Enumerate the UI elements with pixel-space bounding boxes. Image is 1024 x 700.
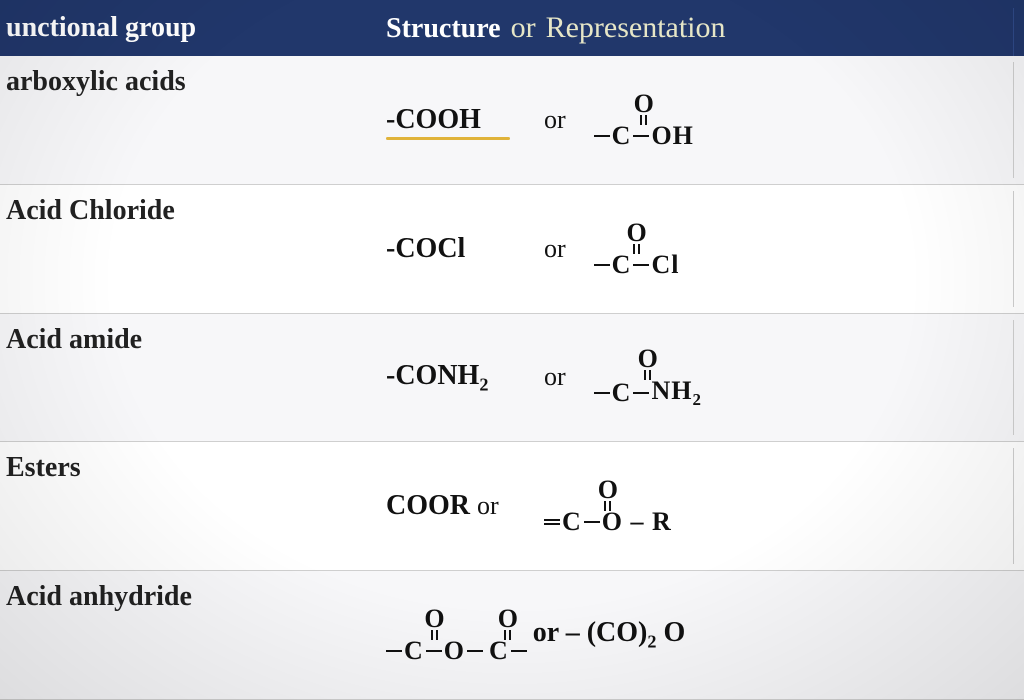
double-bond xyxy=(633,244,640,252)
condensed-formula: -COOH xyxy=(386,104,516,136)
skeletal-formula: O CO – R xyxy=(544,477,672,535)
condensed-formula: -CONH2 xyxy=(386,360,516,396)
condensed-formula: -COCl xyxy=(386,233,516,265)
row-right-separator xyxy=(1013,448,1014,564)
oxygen-top: O xyxy=(634,91,654,117)
fg-name: Esters xyxy=(0,442,386,484)
fg-name: Acid Chloride xyxy=(0,185,386,227)
double-bond xyxy=(431,630,438,638)
fg-structure: -COOH or O COH xyxy=(386,91,1024,149)
skeletal-formula: O CNH2 xyxy=(594,346,702,409)
or-text: or xyxy=(544,234,566,264)
formula-sub: 2 xyxy=(479,374,488,394)
skeletal-left: O CO xyxy=(386,606,483,664)
oxygen-top: O xyxy=(638,346,658,372)
row-acid-anhydride: Acid anhydride O CO O C xyxy=(0,571,1024,700)
fg-structure: -COCl or O CCl xyxy=(386,220,1024,278)
skeletal-formula: O CCl xyxy=(594,220,680,278)
formula-text: -CONH xyxy=(386,360,479,391)
header-col-functional: unctional group xyxy=(0,12,386,44)
row-esters: Esters COOR or O CO – R xyxy=(0,442,1024,571)
left-double-dash xyxy=(544,519,560,525)
double-bond xyxy=(644,370,651,378)
skeletal-bottom: CCl xyxy=(594,252,680,278)
or-inline: or xyxy=(477,491,499,520)
condensed-formula: COOR or xyxy=(386,490,516,522)
header-structure-text: Structure xyxy=(386,13,501,45)
skeletal-right: O C xyxy=(489,606,527,664)
row-right-separator xyxy=(1013,191,1014,307)
table-header: unctional group Structure or Representat… xyxy=(0,0,1024,56)
skeletal-formula: O COH xyxy=(594,91,694,149)
row-acid-chloride: Acid Chloride -COCl or O CCl xyxy=(0,185,1024,314)
row-right-separator xyxy=(1013,62,1014,178)
header-col-structure: Structure or Representation xyxy=(386,11,1024,45)
oxygen-top: O xyxy=(598,477,618,503)
handwritten-or: or xyxy=(511,11,536,45)
fg-structure: -CONH2 or O CNH2 xyxy=(386,346,1024,409)
skeletal-bottom: COH xyxy=(594,123,694,149)
row-carboxylic: arboxylic acids -COOH or O COH xyxy=(0,56,1024,185)
functional-groups-table: unctional group Structure or Representat… xyxy=(0,0,1024,700)
tail-text: or – (CO) xyxy=(533,617,648,648)
or-text: or xyxy=(544,362,566,392)
fg-name: Acid anhydride xyxy=(0,571,386,613)
tail-after: O xyxy=(656,617,685,648)
skeletal-bottom: CNH2 xyxy=(594,378,702,409)
anhydride-tail: or – (CO)2 O xyxy=(533,617,685,653)
r-group: Cl xyxy=(651,252,679,278)
row-right-separator xyxy=(1013,320,1014,436)
handwritten-representation: Representation xyxy=(546,11,726,45)
fg-name: arboxylic acids xyxy=(0,56,386,98)
r-group: O – R xyxy=(602,509,672,535)
row-acid-amide: Acid amide -CONH2 or O CNH2 xyxy=(0,314,1024,443)
r-group: NH2 xyxy=(651,378,701,409)
double-bond xyxy=(640,115,647,123)
skeletal-bottom: CO – R xyxy=(544,509,672,535)
r-text: NH xyxy=(651,376,692,405)
or-text: or xyxy=(544,105,566,135)
r-sub: 2 xyxy=(692,390,701,409)
fg-structure: O CO O C or – (CO)2 O xyxy=(386,606,1024,664)
oxygen-top: O xyxy=(424,606,444,632)
oxygen-top: O xyxy=(626,220,646,246)
skeletal-bottom: CO xyxy=(386,638,483,664)
fg-name: Acid amide xyxy=(0,314,386,356)
formula-text: COOR xyxy=(386,490,470,521)
oxygen-top: O xyxy=(498,606,518,632)
fg-structure: COOR or O CO – R xyxy=(386,477,1024,535)
r-group: OH xyxy=(651,123,693,149)
skeletal-bottom: C xyxy=(489,638,527,664)
